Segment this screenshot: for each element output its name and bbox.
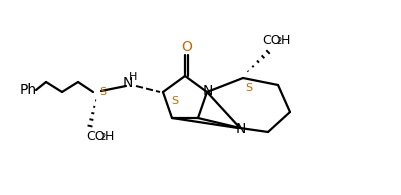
Text: H: H bbox=[281, 34, 290, 46]
Text: 2: 2 bbox=[100, 134, 105, 143]
Text: O: O bbox=[182, 40, 192, 54]
Text: N: N bbox=[236, 122, 246, 136]
Text: S: S bbox=[99, 87, 106, 97]
Text: N: N bbox=[203, 84, 213, 98]
Text: Ph: Ph bbox=[19, 83, 36, 97]
Text: CO: CO bbox=[86, 129, 105, 143]
Text: N: N bbox=[123, 76, 133, 90]
Text: H: H bbox=[129, 72, 137, 82]
Text: S: S bbox=[245, 83, 253, 93]
Text: 2: 2 bbox=[276, 37, 281, 46]
Text: H: H bbox=[105, 129, 114, 143]
Text: S: S bbox=[172, 96, 178, 106]
Text: CO: CO bbox=[262, 34, 281, 46]
